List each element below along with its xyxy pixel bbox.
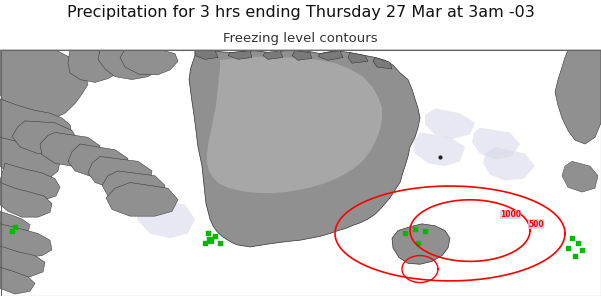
Polygon shape [0, 267, 35, 294]
Point [563, 246, 573, 250]
Polygon shape [135, 200, 195, 238]
Point [435, 154, 445, 159]
Point [10, 224, 20, 229]
Polygon shape [562, 161, 598, 192]
Point [203, 231, 213, 236]
Text: Freezing level contours: Freezing level contours [223, 32, 378, 45]
Polygon shape [555, 50, 601, 144]
Polygon shape [68, 144, 128, 177]
Polygon shape [0, 211, 30, 236]
Polygon shape [0, 99, 72, 158]
Text: 1000: 1000 [500, 210, 521, 219]
Polygon shape [68, 50, 120, 82]
Polygon shape [0, 246, 45, 277]
Polygon shape [0, 50, 88, 121]
Polygon shape [0, 163, 60, 200]
Point [420, 228, 430, 233]
Polygon shape [483, 147, 535, 181]
Polygon shape [413, 133, 465, 166]
Polygon shape [292, 51, 312, 60]
Point [567, 236, 577, 241]
Polygon shape [195, 51, 218, 59]
Polygon shape [120, 50, 178, 75]
Text: 500: 500 [528, 220, 544, 229]
Point [200, 241, 210, 245]
Polygon shape [102, 171, 165, 203]
Polygon shape [40, 133, 100, 166]
Polygon shape [0, 182, 52, 217]
Polygon shape [88, 157, 152, 188]
Point [577, 247, 587, 252]
Point [400, 231, 410, 236]
Point [413, 241, 423, 245]
Text: Precipitation for 3 hrs ending Thursday 27 Mar at 3am -03: Precipitation for 3 hrs ending Thursday … [67, 5, 534, 20]
Polygon shape [98, 50, 158, 80]
Point [205, 238, 215, 243]
Polygon shape [106, 182, 178, 216]
Polygon shape [263, 51, 283, 59]
Point [7, 228, 17, 233]
Polygon shape [425, 108, 475, 139]
Polygon shape [348, 53, 368, 63]
Point [570, 253, 580, 258]
Polygon shape [228, 51, 252, 59]
Polygon shape [189, 51, 420, 247]
Polygon shape [207, 57, 382, 193]
Polygon shape [472, 128, 520, 159]
Point [210, 234, 220, 239]
Point [215, 241, 225, 245]
Polygon shape [0, 137, 60, 181]
Point [573, 241, 583, 245]
Polygon shape [0, 224, 52, 258]
Polygon shape [392, 224, 450, 264]
Polygon shape [12, 121, 78, 155]
Polygon shape [373, 57, 392, 69]
Polygon shape [318, 51, 343, 60]
Point [410, 226, 420, 231]
